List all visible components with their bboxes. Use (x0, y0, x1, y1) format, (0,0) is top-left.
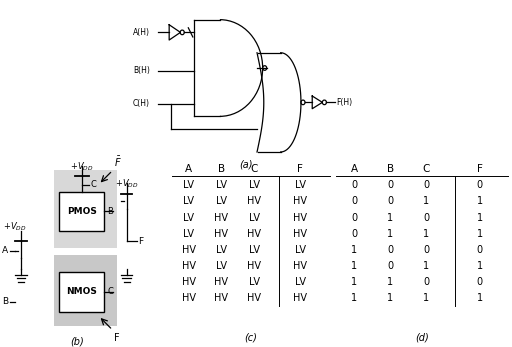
Text: 0: 0 (477, 277, 483, 287)
Bar (59, 272, 104, 312)
Text: HV: HV (215, 293, 228, 303)
Text: 1: 1 (351, 293, 357, 303)
Text: 0: 0 (423, 180, 429, 190)
Text: 0: 0 (387, 245, 393, 255)
Text: HV: HV (215, 277, 228, 287)
Text: 1: 1 (351, 245, 357, 255)
Text: 1: 1 (387, 213, 393, 222)
Text: 1: 1 (477, 229, 483, 239)
Text: LV: LV (183, 180, 194, 190)
Text: LV: LV (216, 180, 227, 190)
Text: 0: 0 (423, 213, 429, 222)
Text: A: A (3, 246, 8, 255)
Text: 1: 1 (477, 213, 483, 222)
Text: LV: LV (183, 229, 194, 239)
Text: HV: HV (182, 277, 196, 287)
Text: 0: 0 (351, 229, 357, 239)
Text: (a): (a) (239, 159, 252, 169)
Text: C(H): C(H) (133, 99, 150, 108)
Text: 0: 0 (423, 245, 429, 255)
Text: F: F (114, 333, 120, 343)
Text: 0: 0 (351, 180, 357, 190)
Text: HV: HV (182, 293, 196, 303)
Text: HV: HV (293, 293, 307, 303)
Text: LV: LV (249, 213, 260, 222)
Text: HV: HV (247, 196, 261, 206)
Text: HV: HV (293, 196, 307, 206)
Text: LV: LV (294, 277, 306, 287)
Text: A: A (351, 164, 358, 174)
Text: 1: 1 (477, 293, 483, 303)
Text: A(H): A(H) (133, 28, 150, 37)
Text: F(H): F(H) (336, 98, 352, 107)
Text: A: A (185, 164, 192, 174)
Text: HV: HV (247, 229, 261, 239)
Text: F: F (477, 164, 483, 174)
Text: HV: HV (215, 229, 228, 239)
Text: 1: 1 (387, 293, 393, 303)
Text: LV: LV (249, 245, 260, 255)
Text: LV: LV (216, 245, 227, 255)
Text: B(H): B(H) (133, 66, 150, 75)
Text: LV: LV (183, 196, 194, 206)
Text: HV: HV (247, 261, 261, 271)
Text: 0: 0 (387, 261, 393, 271)
Text: LV: LV (249, 180, 260, 190)
Text: B: B (218, 164, 225, 174)
Text: 1: 1 (477, 261, 483, 271)
Text: HV: HV (215, 213, 228, 222)
Text: HV: HV (293, 213, 307, 222)
Text: 1: 1 (351, 261, 357, 271)
Text: 0: 0 (477, 180, 483, 190)
Text: (d): (d) (416, 332, 429, 342)
Text: C: C (107, 287, 113, 296)
Text: 1: 1 (387, 229, 393, 239)
Text: HV: HV (247, 293, 261, 303)
Text: 1: 1 (423, 196, 429, 206)
Text: F: F (297, 164, 303, 174)
Text: LV: LV (216, 196, 227, 206)
Text: LV: LV (216, 261, 227, 271)
Text: 1: 1 (423, 293, 429, 303)
Text: 1: 1 (423, 261, 429, 271)
Text: HV: HV (182, 261, 196, 271)
Text: 0: 0 (351, 213, 357, 222)
Text: LV: LV (294, 180, 306, 190)
Text: 1: 1 (477, 196, 483, 206)
Text: HV: HV (293, 261, 307, 271)
Text: LV: LV (249, 277, 260, 287)
Text: B: B (3, 297, 8, 306)
Text: 1: 1 (423, 229, 429, 239)
Text: 0: 0 (423, 277, 429, 287)
Text: PMOS: PMOS (67, 207, 97, 216)
Text: 0: 0 (387, 196, 393, 206)
Bar (53, 255, 117, 326)
Bar (53, 170, 117, 248)
Text: C: C (250, 164, 258, 174)
Text: 0: 0 (351, 196, 357, 206)
Text: C: C (90, 180, 96, 189)
Text: B: B (387, 164, 394, 174)
Text: LV: LV (183, 213, 194, 222)
Text: NMOS: NMOS (66, 287, 97, 296)
Text: $+V_{DD}$: $+V_{DD}$ (70, 161, 93, 173)
Bar (59, 192, 104, 231)
Text: LV: LV (294, 245, 306, 255)
Text: 1: 1 (387, 277, 393, 287)
Text: (c): (c) (244, 332, 258, 342)
Text: $+V_{DD}$: $+V_{DD}$ (115, 177, 138, 190)
Text: 0: 0 (477, 245, 483, 255)
Text: 1: 1 (351, 277, 357, 287)
Text: 0: 0 (387, 180, 393, 190)
Text: (b): (b) (71, 336, 84, 346)
Text: HV: HV (182, 245, 196, 255)
Text: $+V_{DD}$: $+V_{DD}$ (3, 221, 26, 233)
Text: B: B (107, 207, 113, 216)
Text: HV: HV (293, 229, 307, 239)
Text: $\bar{F}$: $\bar{F}$ (114, 155, 122, 169)
Text: F: F (138, 237, 143, 246)
Text: C: C (422, 164, 430, 174)
